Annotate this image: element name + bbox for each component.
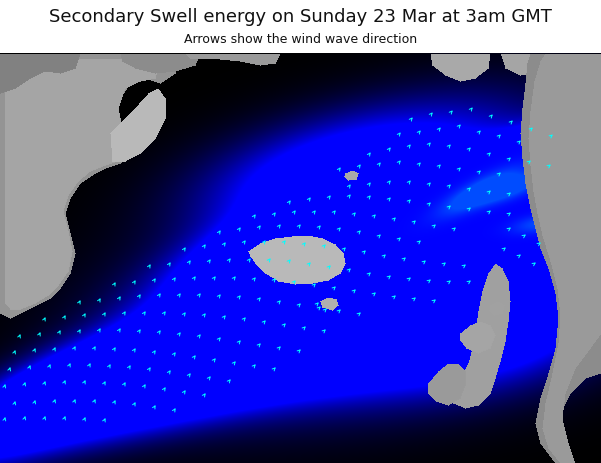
Text: Arrows show the wind wave direction: Arrows show the wind wave direction <box>184 33 417 46</box>
Text: Secondary Swell energy on Sunday 23 Mar at 3am GMT: Secondary Swell energy on Sunday 23 Mar … <box>49 8 552 26</box>
